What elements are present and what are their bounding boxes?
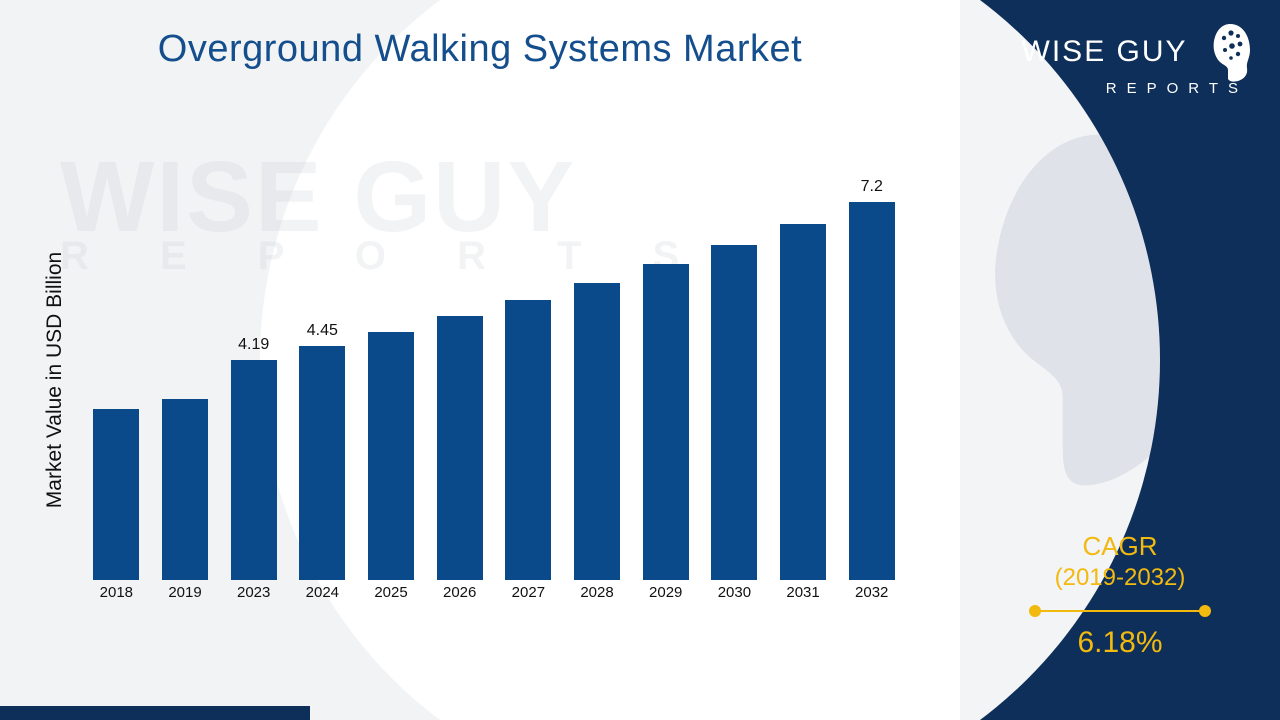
x-axis-label: 2027	[494, 584, 563, 614]
x-axis-labels: 2018201920232024202520262027202820292030…	[82, 584, 906, 614]
brand-head-icon	[1198, 22, 1252, 82]
bar-value-label: 4.19	[219, 336, 288, 354]
bar	[574, 283, 620, 580]
bar	[849, 202, 895, 580]
x-axis-label: 2030	[700, 584, 769, 614]
bar-value-label: 7.2	[837, 178, 906, 196]
chart-title-text: Overground Walking Systems Market	[158, 28, 802, 70]
bar	[368, 332, 414, 580]
bar-plot: 4.194.45 7.2	[82, 160, 906, 580]
x-axis-label: 2026	[425, 584, 494, 614]
bar-slot	[700, 160, 769, 580]
bar-slot	[631, 160, 700, 580]
brand-logo: WISE GUY REPORTS	[992, 22, 1252, 97]
x-axis-label: 2031	[769, 584, 838, 614]
x-axis-label: 2024	[288, 584, 357, 614]
bar-slot	[494, 160, 563, 580]
bar	[711, 245, 757, 580]
bar	[299, 346, 345, 580]
cagr-label: CAGR	[1010, 531, 1230, 562]
bar-slot: 4.45	[288, 160, 357, 580]
bar-value-label: 4.45	[288, 322, 357, 340]
x-axis-label: 2023	[219, 584, 288, 614]
chart-area: 4.194.45 7.2 2018201920232024202520262027…	[82, 160, 906, 620]
bottom-accent-bar	[0, 706, 310, 720]
bar	[93, 409, 139, 580]
x-axis-label: 2029	[631, 584, 700, 614]
bar	[643, 264, 689, 580]
y-axis-label-text: Market Value in USD Billion	[43, 252, 67, 508]
x-axis-label: 2028	[563, 584, 632, 614]
bar-slot: 7.2	[837, 160, 906, 580]
cagr-value: 6.18%	[1010, 626, 1230, 660]
x-axis-label: 2032	[837, 584, 906, 614]
bar-slot	[82, 160, 151, 580]
bar-slot	[563, 160, 632, 580]
bar	[162, 399, 208, 580]
infographic-canvas: WISE GUY R E P O R T S Overground Walkin…	[0, 0, 1280, 720]
bar-slot: 4.19	[219, 160, 288, 580]
brand-sub: REPORTS	[992, 80, 1248, 97]
bar	[231, 360, 277, 580]
bar	[505, 300, 551, 580]
cagr-range: (2019-2032)	[1010, 564, 1230, 592]
brand-main: WISE GUY	[1022, 35, 1188, 69]
bar	[780, 224, 826, 580]
cagr-block: CAGR (2019-2032) 6.18%	[1010, 531, 1230, 660]
x-axis-label: 2025	[357, 584, 426, 614]
x-axis-label: 2018	[82, 584, 151, 614]
y-axis-label: Market Value in USD Billion	[40, 160, 70, 600]
bar-slot	[357, 160, 426, 580]
bar-slot	[425, 160, 494, 580]
bar-slot	[769, 160, 838, 580]
chart-title: Overground Walking Systems Market	[0, 28, 960, 71]
bar-slot	[151, 160, 220, 580]
x-axis-label: 2019	[151, 584, 220, 614]
cagr-divider	[1035, 610, 1205, 612]
bar	[437, 316, 483, 580]
